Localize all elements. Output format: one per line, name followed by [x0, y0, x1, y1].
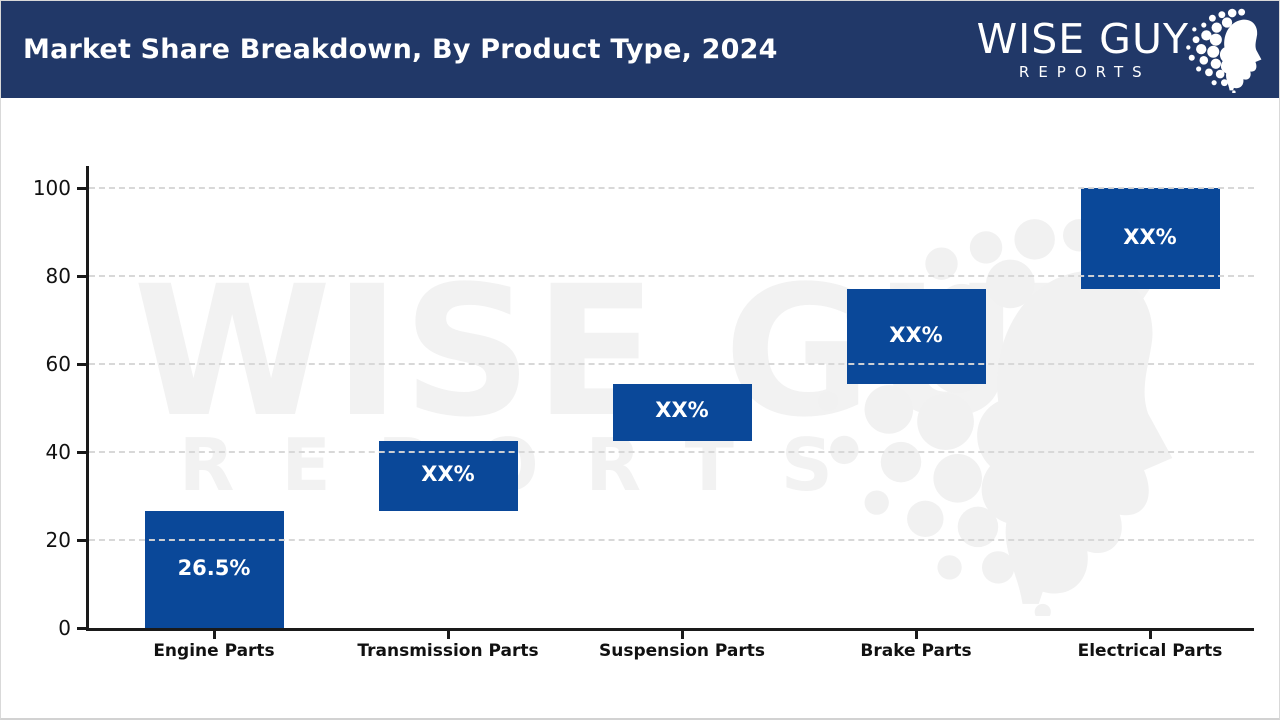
x-tick	[447, 631, 450, 639]
y-tick-label: 40	[45, 440, 71, 464]
gridline	[89, 539, 1254, 541]
bar-value-label: XX%	[1123, 224, 1177, 249]
y-tick	[77, 539, 86, 542]
x-axis-label: Suspension Parts	[598, 641, 765, 661]
bar-value-label: XX%	[655, 398, 709, 423]
y-tick	[77, 187, 86, 190]
x-axis-label: Electrical Parts	[1077, 641, 1223, 661]
bar-value-label: 26.5%	[177, 555, 251, 580]
x-tick	[681, 631, 684, 639]
header-bar: Market Share Breakdown, By Product Type,…	[1, 1, 1279, 98]
x-axis-label: Brake Parts	[860, 641, 972, 661]
gridline	[89, 187, 1254, 189]
x-tick	[1149, 631, 1152, 639]
bar-value-label: XX%	[421, 462, 475, 487]
logo-text: WISE GUY REPORTS	[976, 14, 1189, 81]
logo-head-icon	[1175, 7, 1267, 93]
logo-wordmark: WISE GUY	[976, 14, 1189, 63]
gridline	[89, 451, 1254, 453]
x-tick	[213, 631, 216, 639]
x-axis	[86, 628, 1254, 631]
y-tick-label: 60	[45, 352, 71, 376]
bar	[612, 383, 752, 441]
x-axis-label: Transmission Parts	[357, 641, 539, 661]
page-title: Market Share Breakdown, By Product Type,…	[23, 34, 778, 65]
bar	[144, 511, 284, 628]
y-axis	[86, 166, 89, 631]
gridline	[89, 363, 1254, 365]
bar	[1080, 188, 1220, 290]
y-tick	[77, 627, 86, 630]
bar	[846, 289, 986, 384]
y-tick	[77, 451, 86, 454]
x-axis-label: Engine Parts	[153, 641, 275, 661]
y-tick-label: 20	[45, 528, 71, 552]
wiseguy-logo: WISE GUY REPORTS	[977, 7, 1279, 93]
y-tick	[77, 275, 86, 278]
gridline	[89, 275, 1254, 277]
y-tick	[77, 363, 86, 366]
y-tick-label: 0	[58, 616, 71, 640]
y-tick-label: 80	[45, 264, 71, 288]
y-tick-label: 100	[32, 176, 71, 200]
logo-subtext: REPORTS	[1018, 62, 1151, 81]
x-tick	[915, 631, 918, 639]
bar-value-label: XX%	[889, 322, 943, 347]
